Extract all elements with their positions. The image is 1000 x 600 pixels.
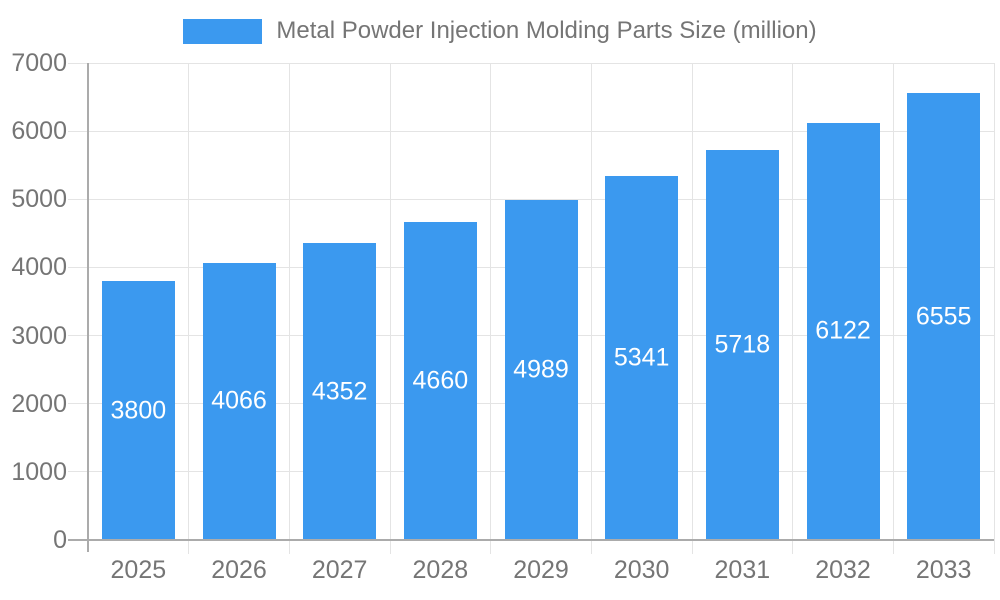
x-tick-label: 2032 <box>815 556 871 584</box>
bar[interactable] <box>101 281 175 540</box>
bar[interactable] <box>403 222 477 540</box>
bar-value-label: 4660 <box>412 366 469 395</box>
y-tick-label: 3000 <box>11 321 67 350</box>
v-gridline <box>389 63 391 554</box>
bar-value-label: 6555 <box>915 302 972 331</box>
y-tick-label: 7000 <box>11 49 67 77</box>
y-tick-label: 4000 <box>11 253 67 282</box>
plot-area: 3800 4066 4352 4660 4989 5341 5718 6122 6555 <box>68 62 995 554</box>
bar-value-label: 3800 <box>110 396 167 425</box>
x-tick-label: 2030 <box>613 556 670 584</box>
bar-value-label: 5341 <box>613 343 670 372</box>
x-tick-label: 2029 <box>513 556 569 584</box>
v-gridline <box>993 63 995 554</box>
bar-value-label: 6122 <box>815 316 871 345</box>
x-tick-label: 2026 <box>211 556 267 584</box>
bar[interactable] <box>504 200 578 540</box>
legend-item[interactable]: Metal Powder Injection Molding Parts Siz… <box>0 17 1000 45</box>
legend-label: Metal Powder Injection Molding Parts Siz… <box>276 17 817 44</box>
bar[interactable] <box>605 176 679 540</box>
v-gridline <box>188 63 190 554</box>
x-tick-label: 2025 <box>110 556 167 584</box>
v-gridline <box>590 63 592 554</box>
y-tick-label: 0 <box>53 526 67 554</box>
x-axis-line <box>68 539 994 541</box>
y-tick-label: 5000 <box>11 185 67 214</box>
bar-value-label: 4066 <box>211 386 267 415</box>
x-tick-label: 2031 <box>714 556 771 584</box>
bar[interactable] <box>705 150 779 540</box>
bar[interactable] <box>806 122 880 540</box>
y-tick-label: 2000 <box>11 389 67 418</box>
bar-value-label: 5718 <box>714 330 771 359</box>
y-tick-label: 6000 <box>11 117 67 146</box>
v-gridline <box>792 63 794 554</box>
v-gridline <box>490 63 492 554</box>
v-gridline <box>892 63 894 554</box>
v-gridline <box>288 63 290 554</box>
h-gridline <box>68 198 994 200</box>
legend-swatch <box>183 18 263 44</box>
bar-value-label: 4989 <box>513 355 569 384</box>
bar[interactable] <box>202 262 276 540</box>
h-gridline <box>68 62 994 64</box>
v-gridline <box>691 63 693 554</box>
bar[interactable] <box>303 243 377 540</box>
x-tick-label: 2028 <box>412 556 469 584</box>
y-tick-label: 1000 <box>11 457 67 486</box>
bar[interactable] <box>907 93 981 540</box>
bar-value-label: 4352 <box>311 377 368 406</box>
h-gridline <box>68 130 994 132</box>
y-axis-line <box>87 63 89 552</box>
x-tick-label: 2027 <box>311 556 368 584</box>
x-tick-label: 2033 <box>915 556 972 584</box>
